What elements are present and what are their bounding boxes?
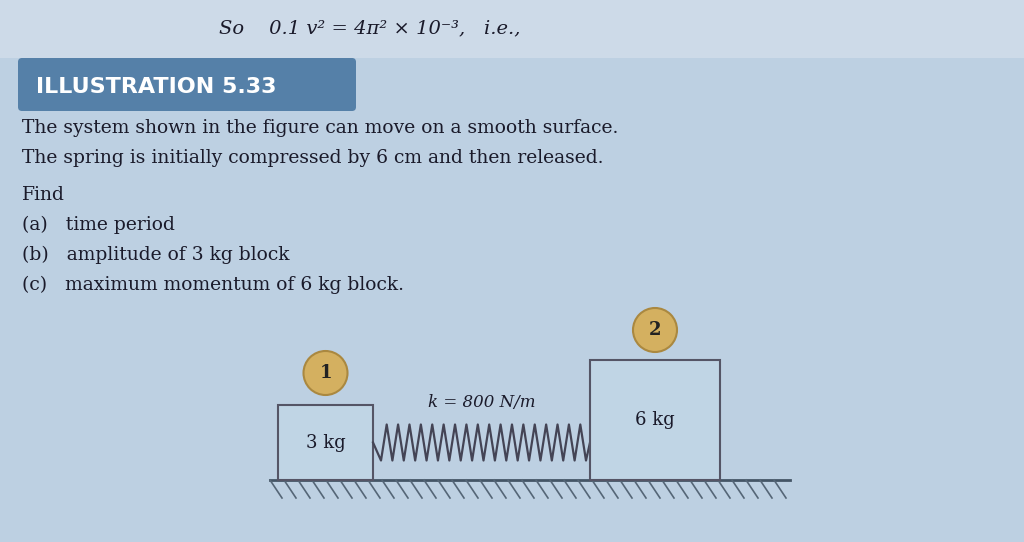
Text: ILLUSTRATION 5.33: ILLUSTRATION 5.33 [36,77,276,97]
Text: 3 kg: 3 kg [305,434,345,451]
Text: (a)   time period: (a) time period [22,216,175,234]
Text: 2: 2 [649,321,662,339]
Text: (b)   amplitude of 3 kg block: (b) amplitude of 3 kg block [22,246,290,264]
Bar [278,405,373,480]
Text: The system shown in the figure can move on a smooth surface.: The system shown in the figure can move … [22,119,618,137]
Circle shape [633,308,677,352]
Circle shape [303,351,347,395]
Text: Find: Find [22,186,65,204]
Text: The spring is initially compressed by 6 cm and then released.: The spring is initially compressed by 6 … [22,149,603,167]
FancyBboxPatch shape [18,58,356,111]
Bar [0,0,1024,58]
Text: So    0.1 v² = 4π² × 10⁻³,   i.e.,: So 0.1 v² = 4π² × 10⁻³, i.e., [219,19,521,37]
Text: k = 800 N/m: k = 800 N/m [428,394,536,411]
Text: (c)   maximum momentum of 6 kg block.: (c) maximum momentum of 6 kg block. [22,276,404,294]
Text: 6 kg: 6 kg [635,411,675,429]
Text: 1: 1 [319,364,332,382]
Bar [590,360,720,480]
